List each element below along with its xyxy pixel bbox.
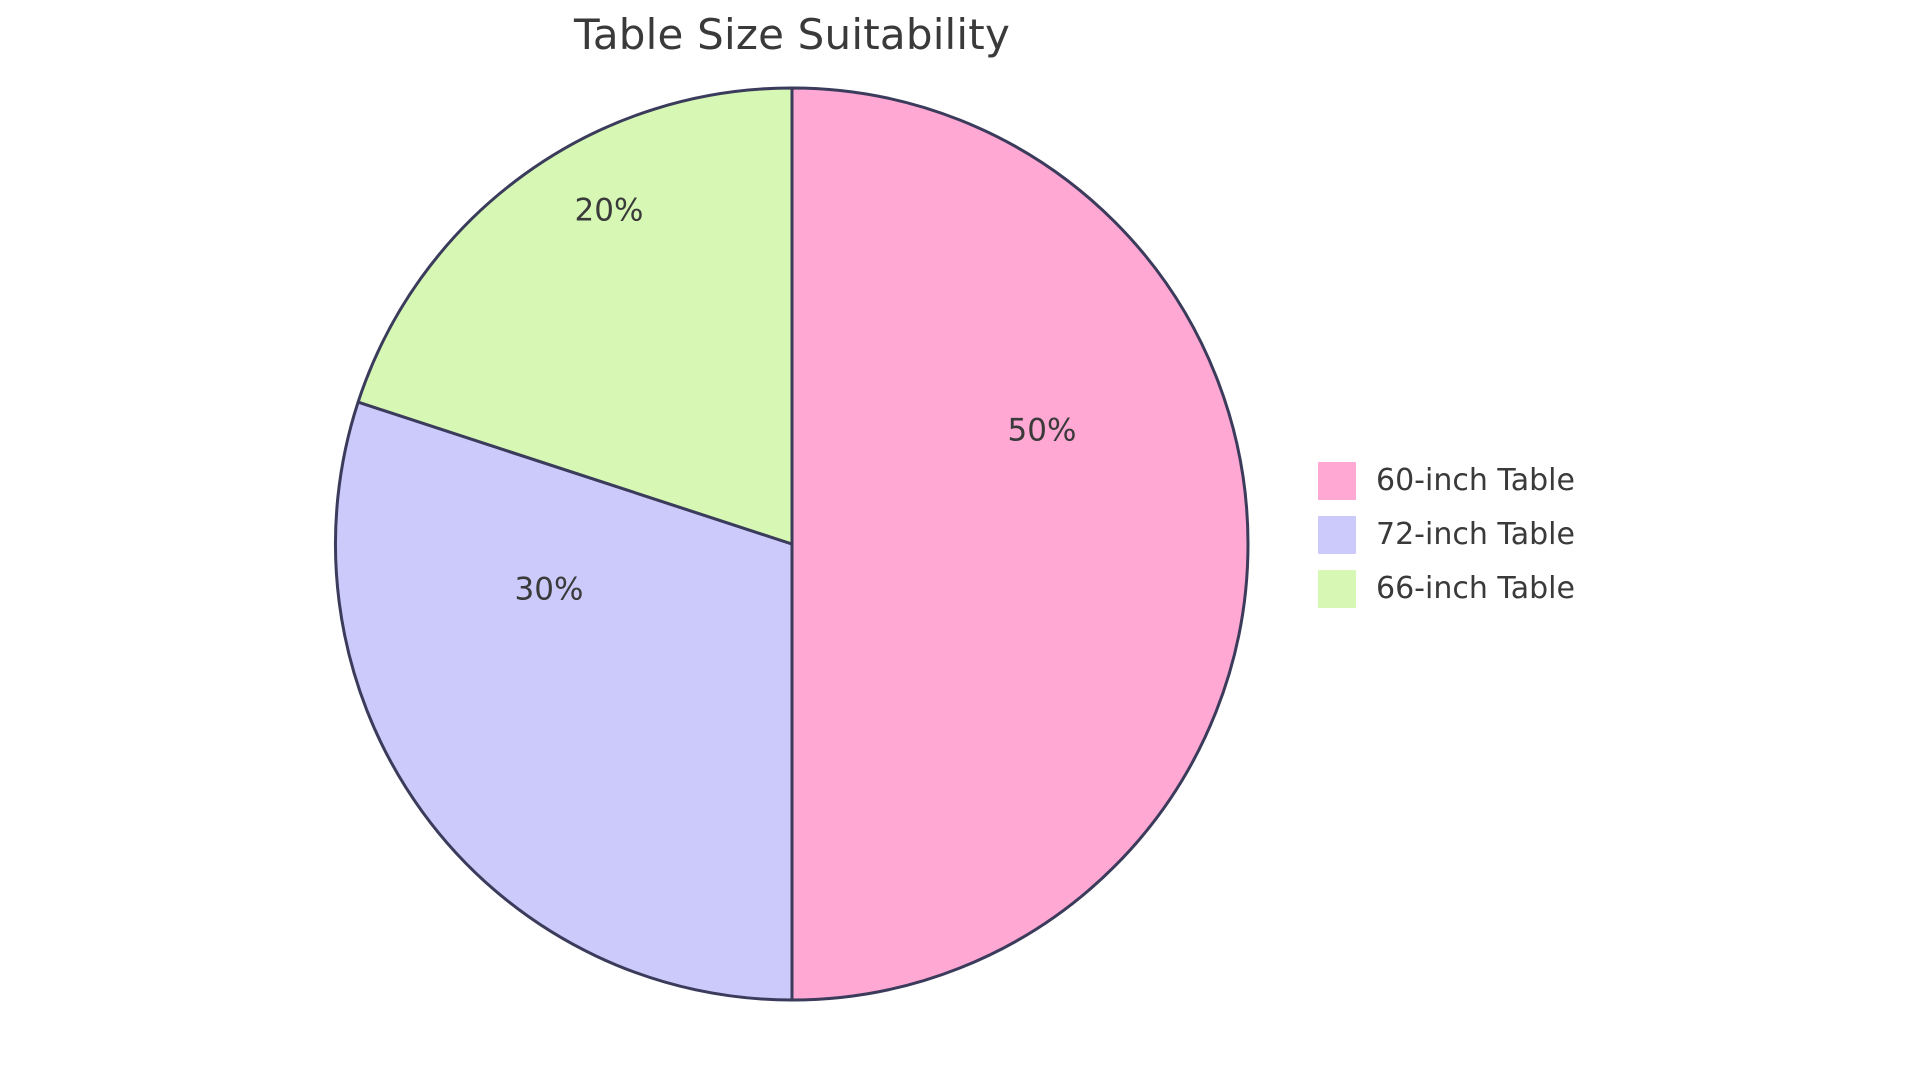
chart-title: Table Size Suitability: [573, 10, 1011, 59]
pie-slice-72-inch-table[interactable]: [333, 400, 794, 1002]
pie-slice-label-72-inch-table: 30%: [515, 572, 584, 608]
legend-label-72-inch-table: 72-inch Table: [1376, 517, 1575, 552]
legend-label-66-inch-table: 66-inch Table: [1376, 571, 1575, 606]
legend-item-60-inch-table[interactable]: 60-inch Table: [1318, 462, 1658, 500]
legend-item-72-inch-table[interactable]: 72-inch Table: [1318, 516, 1658, 554]
chart-legend: 60-inch Table 72-inch Table 66-inch Tabl…: [1318, 462, 1658, 608]
pie-chart-canvas: 50% 30% 20%: [333, 86, 1250, 1002]
legend-label-60-inch-table: 60-inch Table: [1376, 463, 1575, 498]
pie-slice-label-60-inch-table: 50%: [1008, 413, 1077, 449]
legend-swatch-icon-60-inch-table: [1318, 462, 1356, 500]
pie-slice-60-inch-table[interactable]: [790, 86, 1250, 1002]
pie-slice-66-inch-table[interactable]: [356, 86, 794, 546]
pie-slice-label-66-inch-table: 20%: [575, 193, 644, 229]
legend-item-66-inch-table[interactable]: 66-inch Table: [1318, 570, 1658, 608]
legend-swatch-icon-66-inch-table: [1318, 570, 1356, 608]
legend-swatch-icon-72-inch-table: [1318, 516, 1356, 554]
